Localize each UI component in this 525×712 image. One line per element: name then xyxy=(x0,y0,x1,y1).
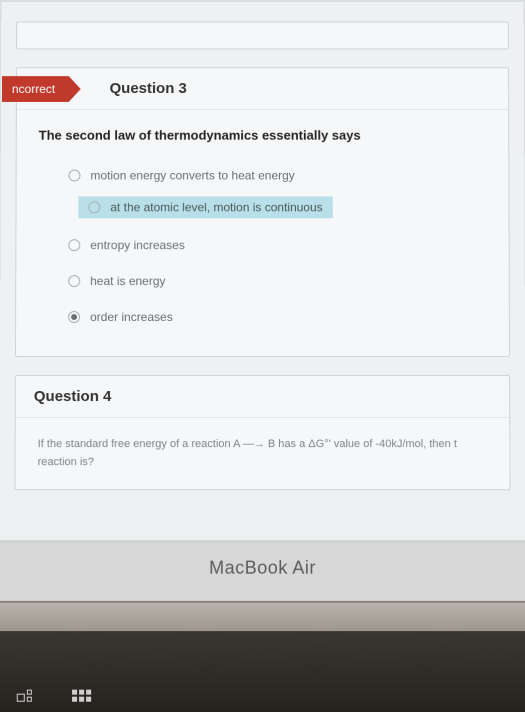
option-label: motion energy converts to heat energy xyxy=(90,169,294,183)
laptop-bezel: MacBook Air xyxy=(0,540,525,600)
radio-icon xyxy=(68,239,80,251)
question-4-stem2: reaction is? xyxy=(38,456,94,468)
option-0[interactable]: motion energy converts to heat energy xyxy=(58,161,486,191)
quiz-screen: ncorrect Question 3 The second law of th… xyxy=(0,2,525,541)
option-label: order increases xyxy=(90,310,173,324)
incorrect-badge: ncorrect xyxy=(2,76,69,102)
radio-icon xyxy=(68,170,80,182)
question-3-title: Question 3 xyxy=(110,80,187,97)
option-3[interactable]: heat is energy xyxy=(58,266,487,296)
laptop-hinge xyxy=(0,601,525,631)
option-1[interactable]: at the atomic level, motion is continuou… xyxy=(78,196,332,218)
question-4-title: Question 4 xyxy=(34,388,112,405)
device-label: MacBook Air xyxy=(209,558,316,578)
option-label: heat is energy xyxy=(90,274,165,288)
radio-icon xyxy=(68,311,80,323)
question-4-body: If the standard free energy of a reactio… xyxy=(15,418,509,489)
question-3-stem: The second law of thermodynamics essenti… xyxy=(39,128,487,143)
question-3-header: ncorrect Question 3 xyxy=(17,68,508,110)
question-4-header: Question 4 xyxy=(16,376,509,418)
radio-icon xyxy=(68,275,80,287)
question-3-body: The second law of thermodynamics essenti… xyxy=(16,110,509,356)
question-3-card: ncorrect Question 3 The second law of th… xyxy=(15,67,510,357)
prev-question-card xyxy=(16,22,509,50)
question-4-card: Question 4 If the standard free energy o… xyxy=(14,375,510,490)
question-4-stem: If the standard free energy of a reactio… xyxy=(38,438,457,450)
option-label: entropy increases xyxy=(90,238,185,252)
radio-icon xyxy=(88,201,100,213)
option-2[interactable]: entropy increases xyxy=(58,230,486,260)
option-4[interactable]: order increases xyxy=(58,302,487,332)
option-label: at the atomic level, motion is continuou… xyxy=(110,200,322,214)
